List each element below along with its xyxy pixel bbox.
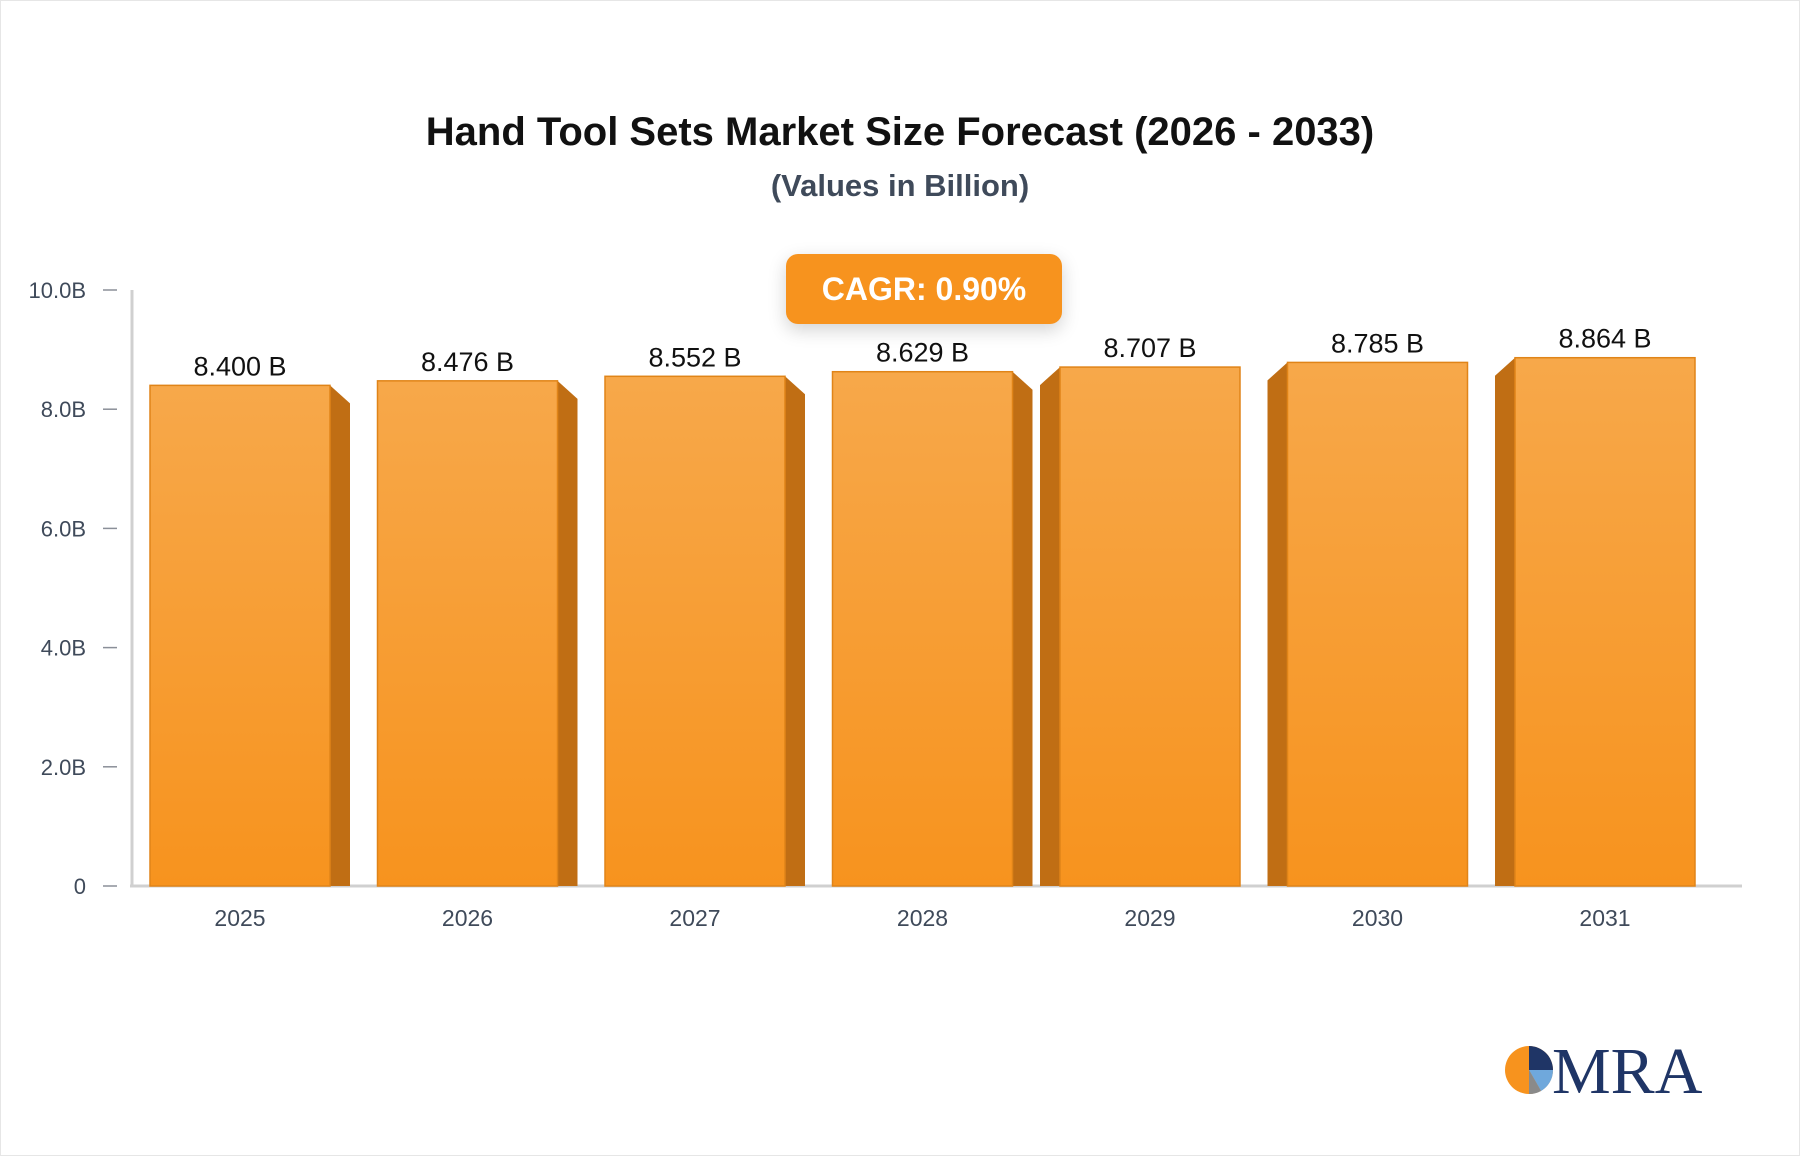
bar-chart: 0 2.0B 4.0B 6.0B 8.0B 10.0B 8.400 B 2025 8.476 B… <box>29 278 1742 931</box>
y-tick-label: 10.0B <box>29 278 87 303</box>
bar <box>1514 356 1696 887</box>
bar <box>604 375 786 887</box>
bar <box>1059 366 1241 887</box>
y-tick-label: 0 <box>74 874 86 899</box>
y-tick-label: 8.0B <box>41 397 86 422</box>
bar-side <box>557 380 578 886</box>
bar-value-label: 8.476 B <box>421 347 514 377</box>
bar-value-label: 8.552 B <box>648 342 741 372</box>
mra-logo: MRA <box>1505 1036 1703 1096</box>
cagr-badge: CAGR: 0.90% <box>786 254 1062 324</box>
bar-value-label: 8.864 B <box>1558 324 1651 354</box>
bar-value-label: 8.400 B <box>193 351 286 381</box>
bar-side <box>1040 367 1060 886</box>
x-tick-label: 2030 <box>1352 905 1403 931</box>
bar <box>149 384 331 887</box>
y-tick-label: 6.0B <box>41 516 86 541</box>
y-tick-label: 2.0B <box>41 755 86 780</box>
bar <box>376 380 559 887</box>
cagr-value: 0.90% <box>935 271 1027 307</box>
x-tick-label: 2029 <box>1124 905 1175 931</box>
x-tick-label: 2027 <box>669 905 720 931</box>
bar-side <box>330 385 350 886</box>
logo-pie-icon <box>1505 1046 1554 1095</box>
x-tick-label: 2026 <box>442 905 493 931</box>
bar-value-label: 8.629 B <box>876 338 969 368</box>
bar-value-label: 8.785 B <box>1331 328 1424 358</box>
x-tick-label: 2028 <box>897 905 948 931</box>
bar-side <box>785 376 805 886</box>
bar-side <box>1012 371 1033 886</box>
bar-side <box>1267 362 1288 886</box>
bar-value-label: 8.707 B <box>1103 333 1196 363</box>
x-tick-label: 2031 <box>1579 905 1630 931</box>
bar-side <box>1495 357 1515 887</box>
cagr-label: CAGR: <box>821 271 927 307</box>
chart-title: Hand Tool Sets Market Size Forecast (202… <box>425 110 1375 154</box>
y-tick-label: 4.0B <box>41 636 86 661</box>
bar <box>1286 361 1469 887</box>
x-tick-label: 2025 <box>214 905 265 931</box>
bar <box>831 370 1014 887</box>
chart-subtitle: (Values in Billion) <box>770 168 1030 203</box>
logo-text: MRA <box>1552 1036 1703 1096</box>
